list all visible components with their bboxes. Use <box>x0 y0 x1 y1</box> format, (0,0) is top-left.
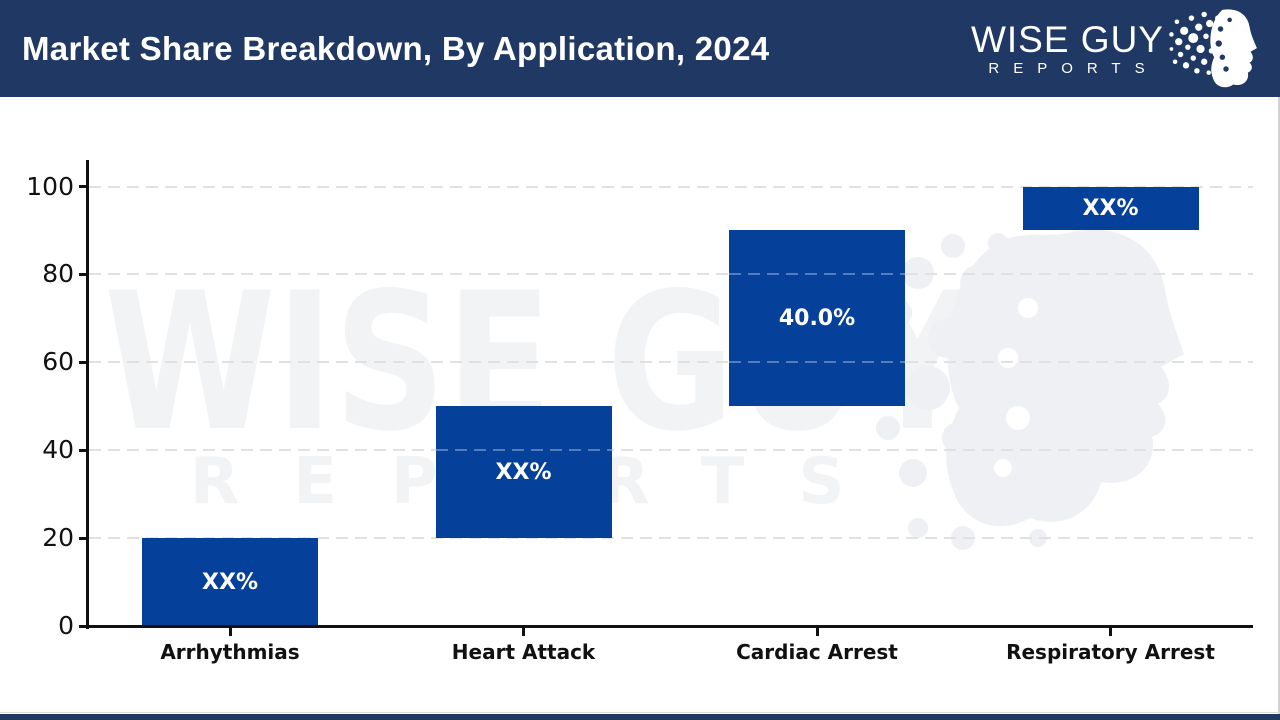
y-axis-label: 80 <box>42 259 74 289</box>
bar-value-label: 40.0% <box>778 305 856 331</box>
y-axis-label: 40 <box>42 435 74 465</box>
x-axis-label: Arrhythmias <box>160 640 300 664</box>
x-axis-label: Cardiac Arrest <box>736 640 898 664</box>
page-title: Market Share Breakdown, By Application, … <box>22 29 770 67</box>
wise-guy-logo: WISE GUY REPORTS <box>971 7 1266 91</box>
x-tickmark <box>228 627 232 636</box>
logo-head-icon <box>1169 8 1257 87</box>
header: Market Share Breakdown, By Application, … <box>0 0 1280 97</box>
footer-hairline <box>0 711 1280 713</box>
y-tickmark <box>79 360 88 364</box>
logo-subtitle: REPORTS <box>988 59 1159 77</box>
y-tickmark <box>79 624 88 628</box>
logo-wordmark: WISE GUY <box>970 18 1164 60</box>
logo-text: WISE GUY REPORTS <box>971 21 1164 77</box>
bar-value-label: XX% <box>495 459 552 485</box>
x-axis-spine <box>86 624 1253 628</box>
x-tickmark <box>522 627 525 636</box>
x-axis-label: Heart Attack <box>451 640 596 664</box>
x-axis-label: Respiratory Arrest <box>1006 640 1215 664</box>
gridline-20 <box>89 537 1253 540</box>
gridline-40 <box>89 449 1253 452</box>
bar-gridline-80 <box>729 273 905 276</box>
y-tickmark <box>79 272 88 276</box>
bar-gridline-40 <box>435 449 612 452</box>
x-tickmark <box>1109 627 1112 636</box>
y-tickmark <box>79 448 88 452</box>
bar-value-label: XX% <box>202 569 258 595</box>
bar-cardiac-arrest: 40.0% <box>729 230 905 407</box>
footer-bar <box>0 714 1280 720</box>
y-tickmark <box>79 536 88 540</box>
y-axis-spine <box>86 160 89 629</box>
x-tickmark <box>815 627 819 636</box>
bar-gridline-60 <box>729 361 905 364</box>
gridline-60 <box>89 361 1253 364</box>
bar-heart-attack: XX% <box>435 406 612 539</box>
gridline-100 <box>89 185 1253 188</box>
bar-respiratory-arrest: XX% <box>1022 186 1199 231</box>
y-tickmark <box>79 185 88 188</box>
bar-value-label: XX% <box>1082 195 1139 221</box>
right-edge-line <box>1278 97 1280 714</box>
bar-arrhythmias: XX% <box>142 538 318 626</box>
gridline-80 <box>89 273 1253 276</box>
y-axis-label: 20 <box>42 523 74 553</box>
y-axis-label: 100 <box>26 171 74 201</box>
y-axis-label: 0 <box>58 611 74 640</box>
y-axis-label: 60 <box>42 347 74 377</box>
